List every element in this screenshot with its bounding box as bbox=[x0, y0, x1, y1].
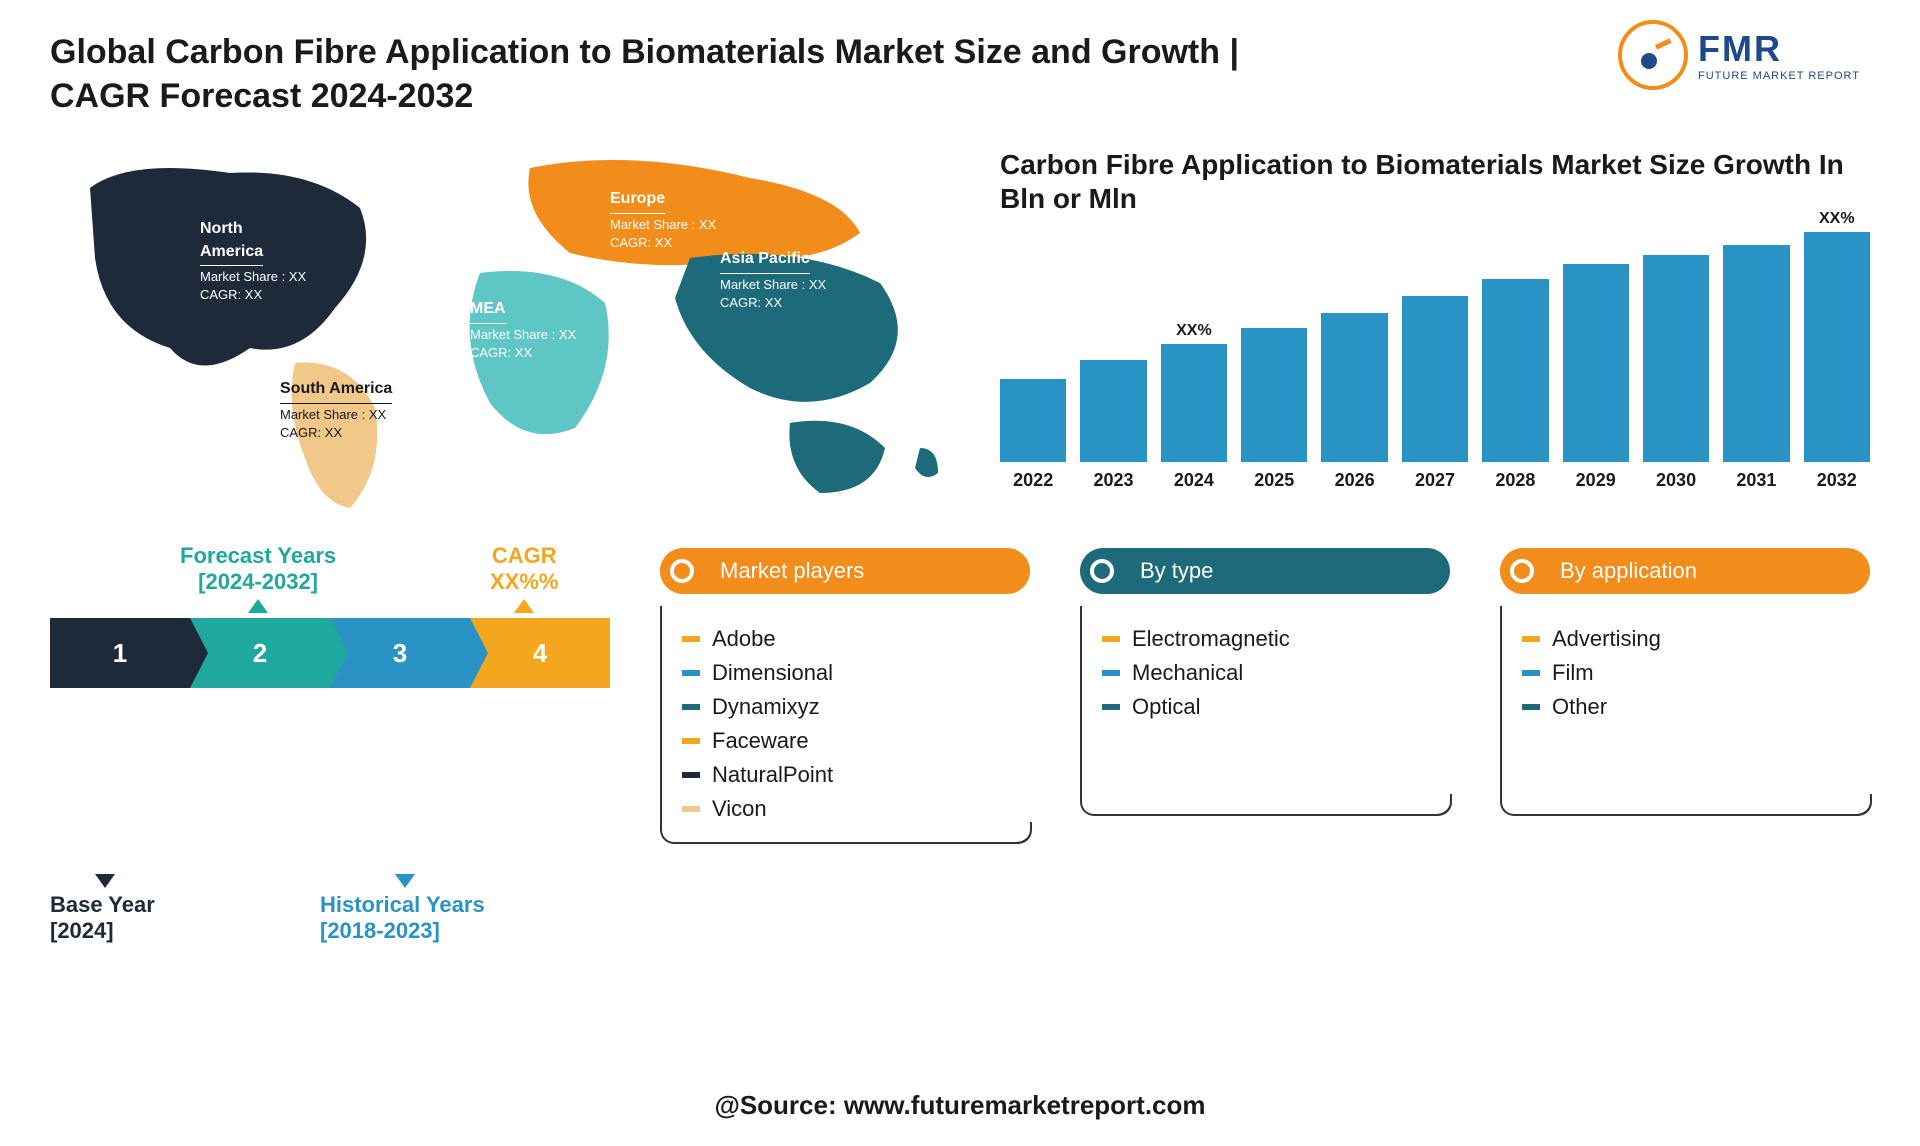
timeline-section: Forecast Years [2024-2032] CAGR XX%% 1 2… bbox=[50, 548, 610, 844]
bar-2029: 2029 bbox=[1563, 264, 1629, 491]
page-title: Global Carbon Fibre Application to Bioma… bbox=[50, 30, 1250, 118]
growth-bar-chart: Carbon Fibre Application to Biomaterials… bbox=[980, 148, 1870, 508]
by-application-header: By application bbox=[1500, 548, 1870, 594]
list-item: Film bbox=[1522, 656, 1860, 690]
by-type-list: ElectromagneticMechanicalOptical bbox=[1102, 622, 1440, 724]
forecast-years-label: Forecast Years [2024-2032] bbox=[180, 543, 336, 617]
region-north-america: North America Market Share : XX CAGR: XX bbox=[200, 218, 306, 304]
list-item: Faceware bbox=[682, 724, 1020, 758]
brand-logo: FMR FUTURE MARKET REPORT bbox=[1618, 20, 1860, 90]
bar-2028: 2028 bbox=[1482, 279, 1548, 490]
chart-title: Carbon Fibre Application to Biomaterials… bbox=[1000, 148, 1870, 215]
market-players-list: AdobeDimensionalDynamixyzFacewareNatural… bbox=[682, 622, 1020, 826]
bar-2025: 2025 bbox=[1241, 328, 1307, 490]
source-citation: @Source: www.futuremarketreport.com bbox=[714, 1090, 1205, 1121]
region-south-america: South America Market Share : XX CAGR: XX bbox=[280, 378, 392, 442]
timeline-seg-2: 2 bbox=[190, 618, 330, 688]
list-item: NaturalPoint bbox=[682, 758, 1020, 792]
bar-2022: 2022 bbox=[1000, 379, 1066, 491]
market-players-section: Market players AdobeDimensionalDynamixyz… bbox=[660, 548, 1030, 844]
bar-2027: 2027 bbox=[1402, 296, 1468, 491]
logo-text-main: FMR bbox=[1698, 28, 1860, 70]
by-type-header: By type bbox=[1080, 548, 1450, 594]
timeline-seg-1: 1 bbox=[50, 618, 190, 688]
historical-years-label: Historical Years [2018-2023] bbox=[320, 870, 485, 944]
list-item: Other bbox=[1522, 690, 1860, 724]
bar-2032: XX%2032 bbox=[1804, 232, 1870, 491]
timeline-seg-3: 3 bbox=[330, 618, 470, 688]
list-item: Optical bbox=[1102, 690, 1440, 724]
region-mea: MEA Market Share : XX CAGR: XX bbox=[470, 298, 576, 362]
region-europe: Europe Market Share : XX CAGR: XX bbox=[610, 188, 716, 252]
list-item: Mechanical bbox=[1102, 656, 1440, 690]
timeline-bar: 1 2 3 4 bbox=[50, 618, 610, 688]
region-asia-pacific: Asia Pacific Market Share : XX CAGR: XX bbox=[720, 248, 826, 312]
list-item: Advertising bbox=[1522, 622, 1860, 656]
list-item: Dimensional bbox=[682, 656, 1020, 690]
logo-text-sub: FUTURE MARKET REPORT bbox=[1698, 70, 1860, 82]
list-item: Vicon bbox=[682, 792, 1020, 826]
bar-2024: XX%2024 bbox=[1161, 344, 1227, 491]
bar-2030: 2030 bbox=[1643, 255, 1709, 491]
bar-2023: 2023 bbox=[1080, 360, 1146, 490]
by-application-section: By application AdvertisingFilmOther bbox=[1500, 548, 1870, 844]
bar-2031: 2031 bbox=[1723, 245, 1789, 490]
list-item: Electromagnetic bbox=[1102, 622, 1440, 656]
timeline-seg-4: 4 bbox=[470, 618, 610, 688]
logo-icon bbox=[1618, 20, 1688, 90]
list-item: Adobe bbox=[682, 622, 1020, 656]
by-application-list: AdvertisingFilmOther bbox=[1522, 622, 1860, 724]
world-map: North America Market Share : XX CAGR: XX… bbox=[50, 148, 950, 508]
cagr-label: CAGR XX%% bbox=[490, 543, 558, 617]
by-type-section: By type ElectromagneticMechanicalOptical bbox=[1080, 548, 1450, 844]
market-players-header: Market players bbox=[660, 548, 1030, 594]
list-item: Dynamixyz bbox=[682, 690, 1020, 724]
base-year-label: Base Year [2024] bbox=[50, 870, 155, 944]
bar-2026: 2026 bbox=[1321, 313, 1387, 491]
